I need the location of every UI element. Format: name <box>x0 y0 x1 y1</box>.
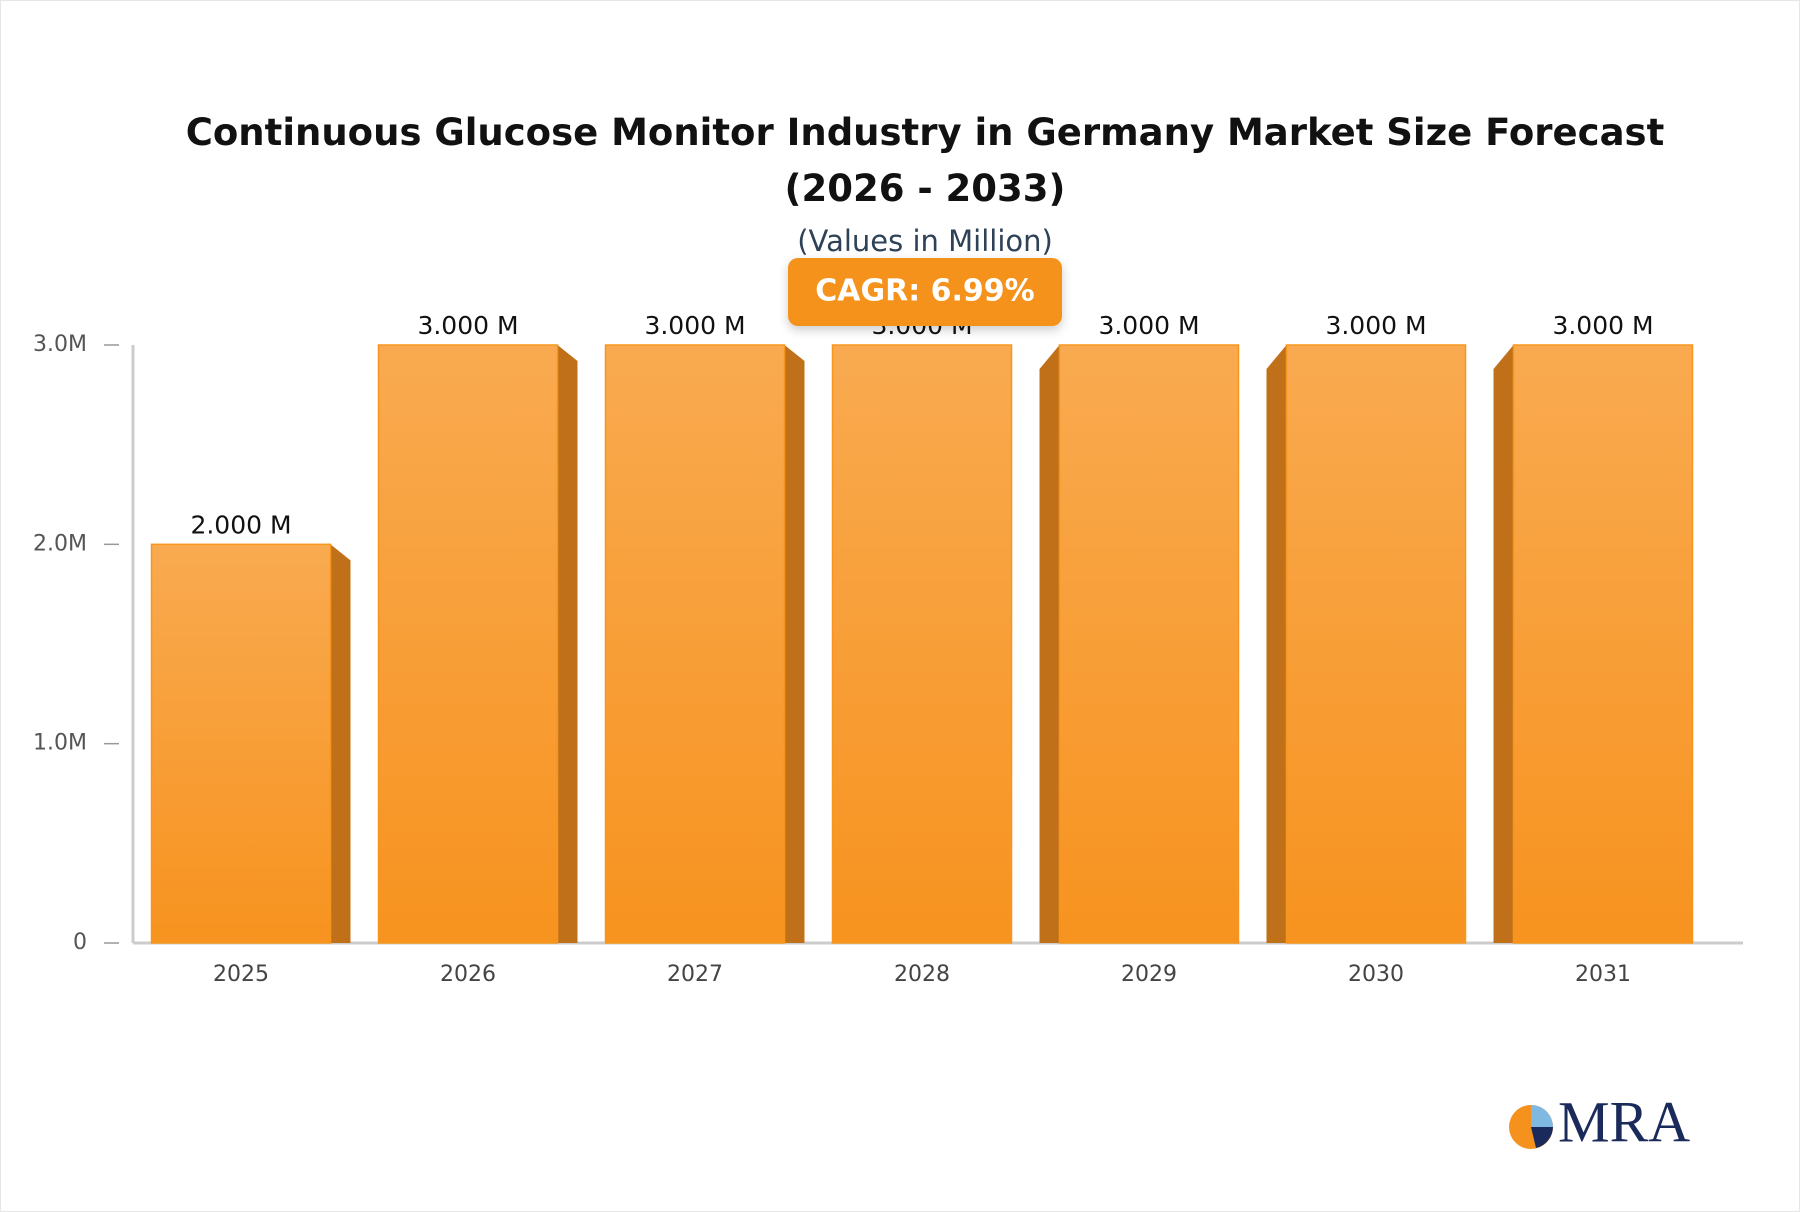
value-label: 3.000 M <box>1325 311 1426 340</box>
x-tick-label: 2031 <box>1575 962 1631 987</box>
bar-side <box>1039 345 1060 943</box>
bar <box>1512 344 1694 944</box>
x-tick-label: 2028 <box>894 962 950 987</box>
value-label: 3.000 M <box>1552 311 1653 340</box>
bar-side <box>1266 345 1287 943</box>
cagr-annotation: CAGR: 6.99% <box>815 274 1034 309</box>
value-label: 3.000 M <box>417 311 518 340</box>
bar <box>604 344 786 944</box>
logo-icon <box>1531 1127 1553 1148</box>
logo-icon <box>1531 1105 1553 1127</box>
bar <box>831 344 1013 944</box>
logo: MRA <box>1509 1089 1690 1154</box>
value-label: 3.000 M <box>644 311 745 340</box>
bar <box>1285 344 1467 944</box>
bar-side <box>330 544 351 943</box>
bar-side <box>1493 345 1514 943</box>
bar <box>377 344 559 944</box>
y-tick-label: 2.0M <box>33 531 87 556</box>
y-tick-label: 1.0M <box>33 731 87 756</box>
x-tick-label: 2027 <box>667 962 723 987</box>
chart-title: Continuous Glucose Monitor Industry in G… <box>185 111 1665 210</box>
x-tick-label: 2025 <box>213 962 269 987</box>
logo-text: MRA <box>1558 1089 1690 1154</box>
x-tick-label: 2029 <box>1121 962 1177 987</box>
annotation-badge <box>788 258 1062 326</box>
x-tick-label: 2030 <box>1348 962 1404 987</box>
y-tick-label: 3.0M <box>33 332 87 357</box>
bar <box>1058 344 1240 944</box>
bar <box>150 543 332 944</box>
chart-subtitle: (Values in Million) <box>797 224 1053 258</box>
value-label: 2.000 M <box>190 510 291 539</box>
bar-side <box>557 345 578 943</box>
badge-bg <box>788 258 1062 326</box>
plot-area: 0 1.0M 2.0M 3.0M 2025 2.000 M 2026 3.000 M 2027 3… <box>33 311 1743 987</box>
x-tick-label: 2026 <box>440 962 496 987</box>
value-label: 3.000 M <box>1098 311 1199 340</box>
y-tick-label: 0 <box>73 930 87 955</box>
bar-side <box>784 345 805 943</box>
